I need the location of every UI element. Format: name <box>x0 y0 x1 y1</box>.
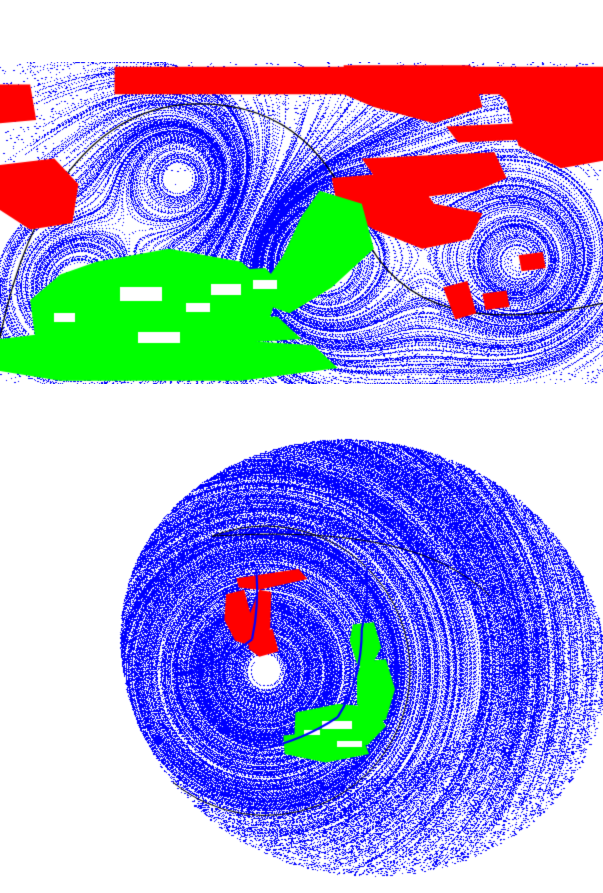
panel-deformed-projection <box>0 430 603 893</box>
panel-rectangular-projection <box>0 62 603 384</box>
rectangular-projection-canvas <box>0 62 603 384</box>
deformed-projection-canvas <box>0 430 603 893</box>
